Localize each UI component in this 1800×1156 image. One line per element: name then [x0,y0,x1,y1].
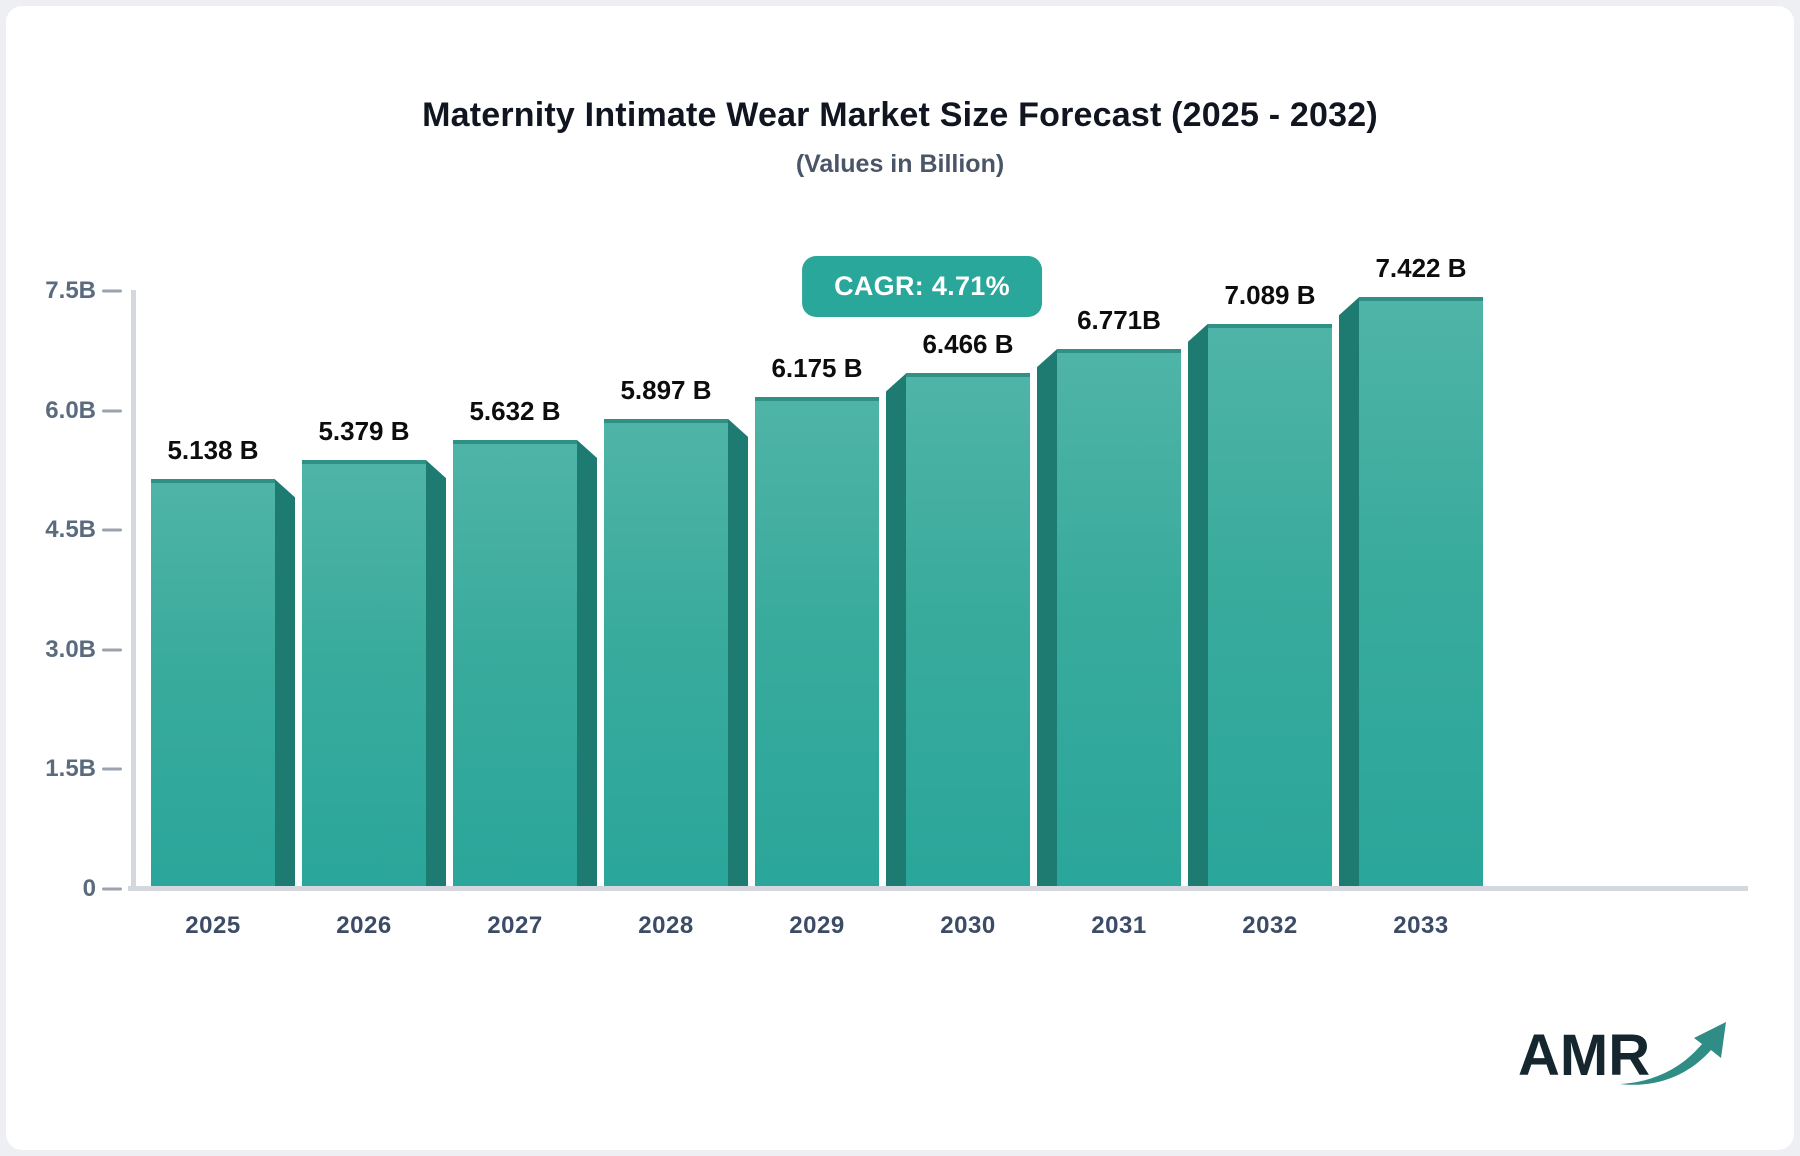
y-tick-label-4.5B: 4.5B [45,516,96,544]
x-axis-label-2030: 2030 [940,912,996,939]
bar-side-2025 [275,479,295,889]
y-tick-dash-3.0B [102,648,122,652]
bar-2026 [302,460,426,889]
bar-value-label-2031: 6.771B [1077,305,1161,336]
x-axis-label-2033: 2033 [1393,912,1449,939]
y-tick-dash-1.5B [102,767,122,771]
bar-side-2033 [1339,297,1359,889]
bar-2031 [1057,349,1181,889]
x-axis-label-2029: 2029 [789,912,845,939]
bar-2025 [151,479,275,889]
growth-arrow-icon [1620,1022,1726,1085]
bar-2029 [755,396,879,889]
y-tick-label-7.5B: 7.5B [45,277,96,304]
x-axis-label-2025: 2025 [185,912,241,939]
chart-subtitle: (Values in Billion) [795,150,1005,178]
bar-side-2027 [577,439,597,889]
amr-logo-text: AMR [1518,1023,1651,1088]
bar-side-2031 [1037,349,1057,889]
y-tick-dash-4.5B [102,528,122,532]
y-axis-line [131,290,136,889]
bar-value-label-2027: 5.632 B [469,395,561,426]
x-axis-label-2028: 2028 [638,912,694,939]
cagr-badge: CAGR: 4.71% [802,256,1042,317]
x-axis-baseline [128,886,1748,891]
y-tick-label-6.0B: 6.0B [45,396,96,424]
y-tick-dash-7.5B [102,289,122,293]
chart-title: Maternity Intimate Wear Market Size Fore… [422,96,1378,134]
bar-value-label-2030: 6.466 B [922,329,1014,360]
bar-side-2030 [886,373,906,889]
bar-2028 [604,418,728,889]
bar-value-label-2033: 7.422 B [1375,253,1467,284]
bar-value-label-2029: 6.175 B [771,352,863,383]
bar-value-label-2028: 5.897 B [620,374,712,405]
bar-value-label-2025: 5.138 B [167,435,259,466]
bar-2027 [453,439,577,889]
x-axis-label-2026: 2026 [336,912,392,939]
amr-logo: AMR [1518,1008,1738,1108]
bar-value-label-2032: 7.089 B [1224,279,1316,310]
x-axis-label-2032: 2032 [1242,912,1298,939]
y-tick-label-0: 0 [82,875,96,902]
y-tick-label-1.5B: 1.5B [45,755,96,783]
bar-value-label-2026: 5.379 B [318,416,410,447]
x-axis-label-2031: 2031 [1091,912,1147,939]
y-tick-label-3.0B: 3.0B [45,635,96,663]
bar-side-2032 [1188,323,1208,889]
x-axis-label-2027: 2027 [487,912,543,939]
bar-2033 [1359,297,1483,889]
bar-2032 [1208,323,1332,889]
y-tick-dash-6.0B [102,409,122,413]
bar-side-2026 [426,460,446,889]
bar-2030 [906,373,1030,889]
y-tick-dash-0 [102,887,122,891]
bar-side-2028 [728,418,748,889]
